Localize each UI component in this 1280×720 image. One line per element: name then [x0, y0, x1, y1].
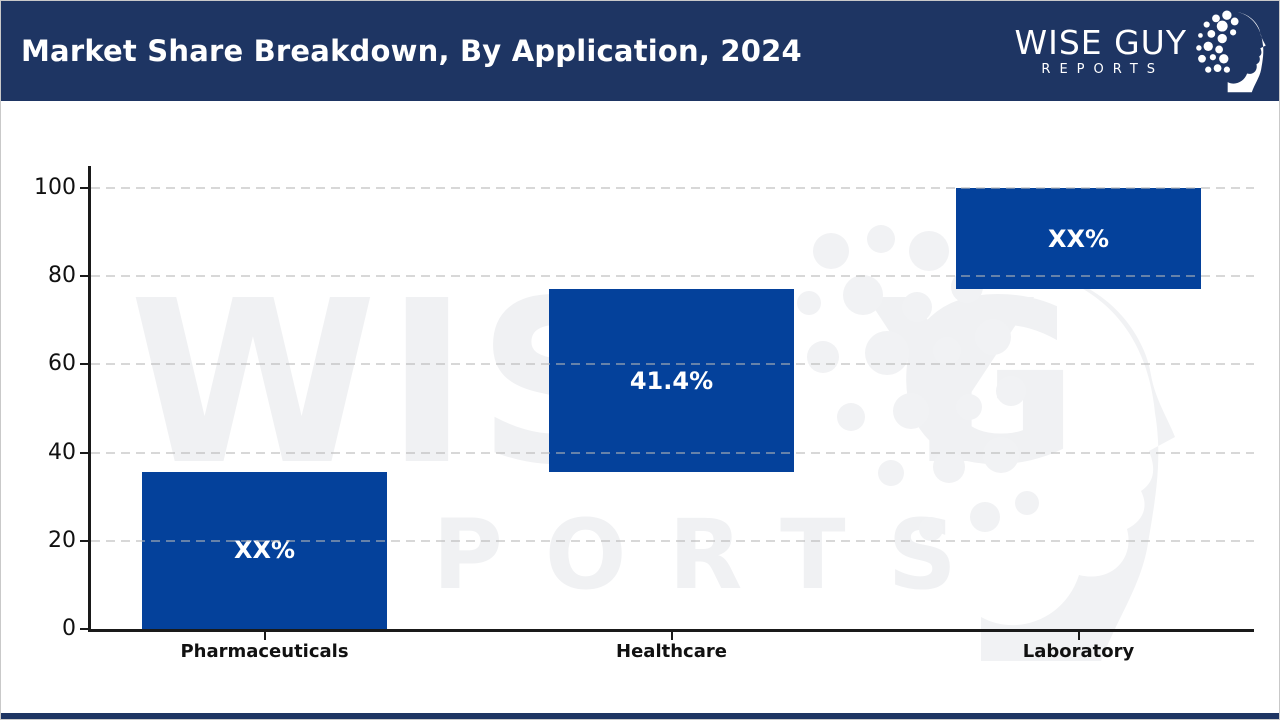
x-tick-healthcare	[670, 631, 673, 640]
y-tick-label-60: 60	[48, 351, 76, 377]
gridline-60	[91, 363, 1254, 366]
y-tick-20	[80, 539, 89, 542]
logo-brand-sub: REPORTS	[1041, 62, 1165, 77]
footer-strip	[1, 713, 1279, 719]
y-tick-label-80: 80	[48, 263, 76, 289]
wiseguy-logo-text: WISE GUY REPORTS	[1014, 26, 1187, 76]
bar-healthcare: 41.4%	[549, 289, 794, 472]
gridline-20	[91, 539, 1254, 542]
y-tick-80	[80, 275, 89, 278]
y-tick-100	[80, 187, 89, 189]
watermark-face-dots	[797, 225, 1175, 661]
page-title: Market Share Breakdown, By Application, …	[21, 34, 802, 68]
bar-pharmaceuticals: XX%	[142, 472, 387, 629]
logo-brand-name: WISE GUY	[1014, 23, 1187, 62]
bar-laboratory: XX%	[956, 188, 1201, 290]
x-tick-pharmaceuticals	[263, 631, 266, 640]
bar-value-label: XX%	[1047, 224, 1110, 253]
wiseguy-logo: WISE GUY REPORTS	[1014, 1, 1269, 101]
y-tick-40	[80, 451, 89, 454]
bar-value-label: 41.4%	[629, 366, 714, 395]
gridline-40	[91, 451, 1254, 454]
y-tick-label-20: 20	[48, 527, 76, 553]
header-bar: Market Share Breakdown, By Application, …	[1, 1, 1279, 101]
x-axis-line	[88, 629, 1254, 632]
y-tick-label-0: 0	[62, 616, 76, 641]
x-tick-laboratory	[1077, 631, 1080, 640]
x-category-label: Healthcare	[616, 641, 727, 662]
y-tick-0	[80, 628, 89, 630]
y-tick-60	[80, 363, 89, 366]
x-category-label: Laboratory	[1022, 641, 1135, 662]
wiseguy-face-icon	[1196, 10, 1266, 93]
gridline-100	[91, 187, 1254, 189]
y-tick-label-100: 100	[34, 175, 76, 200]
x-category-label: Pharmaceuticals	[180, 641, 349, 662]
gridline-80	[91, 275, 1254, 278]
y-tick-label-40: 40	[48, 439, 76, 465]
y-axis-line	[88, 166, 91, 632]
